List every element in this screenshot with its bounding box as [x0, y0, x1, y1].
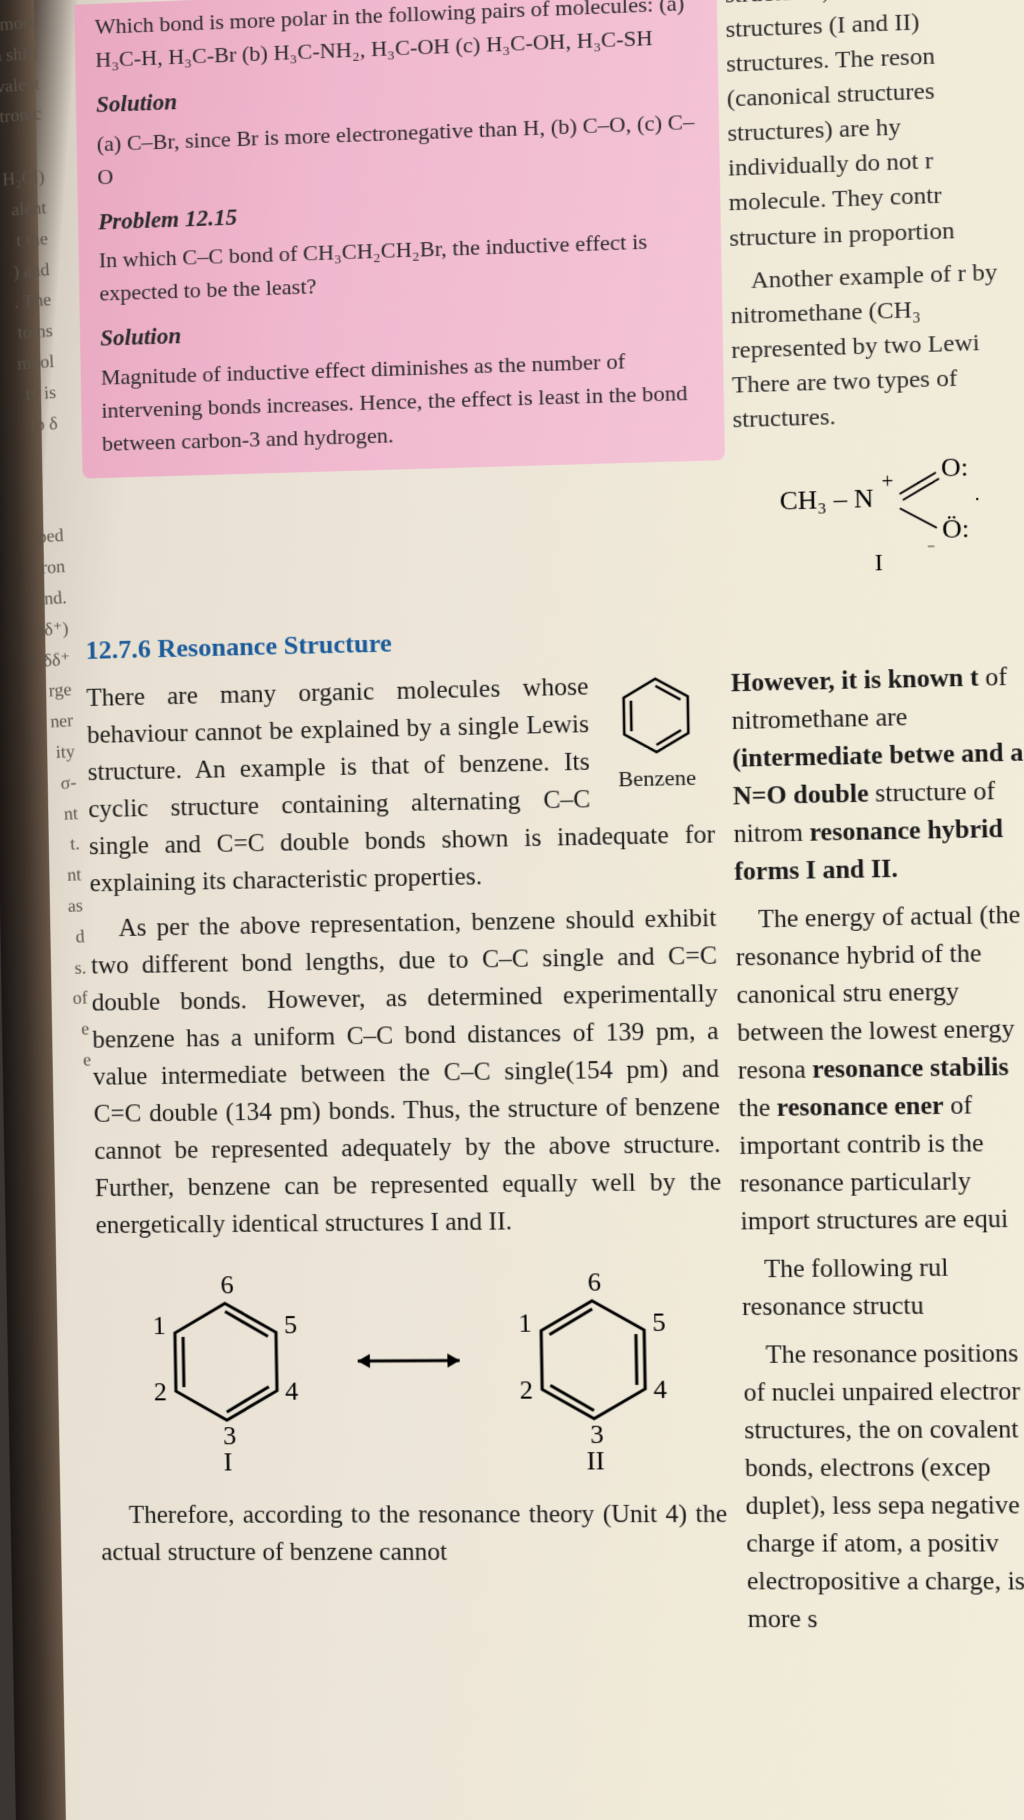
margin-frag: tronic — [0, 100, 42, 134]
svg-text:+: + — [881, 471, 893, 494]
right-top-para-1: structures, rather it is structures (I a… — [718, 0, 1015, 256]
margin-frag: to δ — [0, 409, 58, 442]
margin-frag: more — [0, 7, 37, 41]
margin-frag: ner — [2, 706, 73, 739]
margin-frag: t the — [0, 224, 49, 258]
svg-text:4: 4 — [653, 1375, 667, 1405]
book-page: more a shift valent tronic H₂Cl) alent t… — [0, 0, 1024, 1820]
margin-frag: of — [17, 983, 89, 1015]
body-para-3: Therefore, according to the resonance th… — [100, 1496, 728, 1572]
right-top-para-2: Another example of r by nitromethane (CH… — [724, 254, 1020, 437]
margin-frag: nd. — [0, 583, 67, 616]
margin-frag: H₂Cl) — [0, 162, 45, 196]
svg-text:5: 5 — [652, 1307, 666, 1337]
svg-text:1: 1 — [152, 1311, 166, 1340]
margin-frag: valent — [0, 69, 40, 103]
svg-text:⁻: ⁻ — [927, 541, 936, 559]
margin-frag: δδ⁺ — [0, 645, 71, 678]
margin-frag: ped — [0, 521, 64, 554]
margin-frag: δδ⁺) — [0, 614, 69, 647]
svg-text:1: 1 — [518, 1308, 532, 1338]
margin-frag: s. — [15, 953, 87, 985]
margin-frag: e — [20, 1045, 92, 1077]
benzene-caption: Benzene — [600, 761, 714, 796]
problem-question: Which bond is more polar in the followin… — [94, 0, 697, 76]
margin-frag: toms — [0, 316, 53, 349]
right-para-1: However, it is known t of nitromethane a… — [731, 658, 1024, 891]
margin-frag: d — [14, 922, 85, 954]
svg-text:3: 3 — [590, 1420, 604, 1450]
svg-text:CH₃ – N: CH₃ – N — [779, 483, 873, 515]
margin-frag: ron — [0, 552, 66, 585]
top-columns: Which bond is more polar in the followin… — [74, 0, 1024, 620]
solution-text-2: Magnitude of inductive effect diminishes… — [101, 341, 704, 459]
svg-text:3: 3 — [223, 1421, 237, 1450]
margin-frag: nt — [11, 860, 82, 893]
margin-frag: . The — [0, 286, 52, 320]
svg-text:Ö:: Ö: — [942, 514, 970, 544]
margin-frag: e — [19, 1014, 91, 1046]
svg-text:2: 2 — [519, 1375, 533, 1404]
margin-frag: a shift — [0, 38, 39, 72]
right-para-2: The energy of actual (the resonance hybr… — [735, 896, 1024, 1240]
top-right-col: structures, rather it is structures (I a… — [718, 0, 1022, 604]
svg-text:6: 6 — [220, 1270, 234, 1299]
right-para-3: The following rul resonance structu — [741, 1248, 1024, 1326]
page-content: Which bond is more polar in the followin… — [74, 0, 1024, 1639]
margin-frag: nt — [7, 799, 78, 832]
svg-text:O:: O: — [941, 452, 969, 483]
svg-text:2: 2 — [154, 1377, 168, 1406]
body-para-2: As per the above representation, benzene… — [90, 900, 722, 1245]
nitromethane-structure: CH₃ – N + O: Ö: ⁻ I — [727, 441, 1022, 587]
margin-frag: mbol — [0, 347, 55, 380]
svg-text:5: 5 — [284, 1310, 298, 1339]
margin-frag: σ- — [6, 768, 77, 801]
margin-frag: ity — [4, 737, 75, 770]
svg-text:I: I — [874, 550, 883, 577]
svg-text:6: 6 — [587, 1267, 601, 1297]
benzene-resonance-figure: 6 5 4 3 2 1 I — [96, 1257, 726, 1483]
svg-text:I: I — [223, 1447, 232, 1476]
benzene-icon — [615, 672, 697, 759]
margin-frag: ty is — [0, 378, 57, 411]
top-left-col: Which bond is more polar in the followin… — [74, 0, 711, 620]
section-title: 12.7.6 Resonance Structure — [85, 613, 1024, 666]
body-left-col: Benzene There are many organic molecules… — [86, 665, 729, 1638]
margin-frag: alent — [0, 193, 47, 227]
benzene-inline-figure: Benzene — [598, 671, 714, 796]
body-columns: Benzene There are many organic molecules… — [86, 658, 1024, 1639]
svg-text:4: 4 — [285, 1377, 299, 1406]
body-right-col: However, it is known t of nitromethane a… — [731, 658, 1024, 1639]
margin-frag: t. — [9, 829, 80, 862]
margin-frag: ) and — [0, 255, 50, 289]
benzene-resonance-svg: 6 5 4 3 2 1 I — [123, 1257, 698, 1482]
nitromethane-svg: CH₃ – N + O: Ö: ⁻ I — [768, 443, 979, 582]
svg-text:II: II — [586, 1446, 604, 1476]
margin-frag: as — [12, 891, 83, 923]
problem-box: Which bond is more polar in the followin… — [74, 0, 725, 478]
margin-frag: rge — [1, 675, 72, 708]
right-para-4: The resonance positions of nuclei unpair… — [743, 1335, 1024, 1639]
